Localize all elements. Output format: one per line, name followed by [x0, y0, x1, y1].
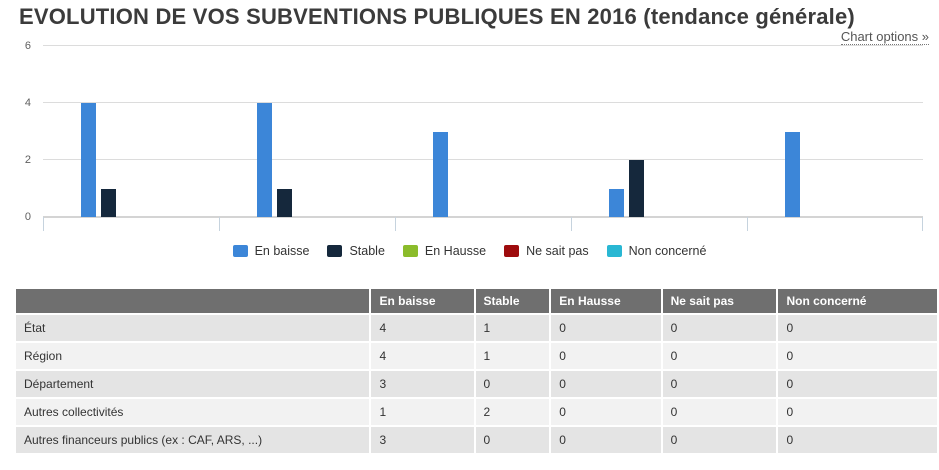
page-title: EVOLUTION DE VOS SUBVENTIONS PUBLIQUES E… [19, 4, 855, 29]
row-label: Autres financeurs publics (ex : CAF, ARS… [16, 427, 370, 453]
cell-value: 0 [778, 315, 937, 341]
legend-swatch-en-hausse [402, 245, 418, 257]
cell-value: 1 [371, 399, 474, 425]
row-label: État [16, 315, 370, 341]
row-label: Département [16, 371, 370, 397]
table-row-de-partement: Département 3 0 0 0 0 [16, 371, 937, 397]
cell-value: 0 [551, 343, 661, 369]
bar-group-autres-collectivite-s [571, 46, 747, 217]
cell-value: 4 [371, 343, 474, 369]
bar-stable [629, 160, 644, 217]
bar-stable [277, 188, 292, 217]
legend-swatch-non-concerne [606, 245, 622, 257]
legend-label: En baisse [254, 244, 310, 258]
bar-group-de-partement [395, 46, 571, 217]
row-label: Région [16, 343, 370, 369]
chart-plot-area: 0 2 4 6 [25, 40, 923, 231]
legend-item-en-baisse[interactable]: En baisse [232, 244, 310, 258]
cell-value: 0 [475, 427, 550, 453]
x-axis-tick [219, 217, 220, 231]
bar-group-re-gion [219, 46, 395, 217]
results-table: En baisse Stable En Hausse Ne sait pas Non c… [14, 287, 939, 455]
cell-value: 0 [662, 343, 777, 369]
gridline: 0 [25, 211, 923, 223]
legend-swatch-en-baisse [232, 245, 248, 257]
chart-legend: En baisse Stable En Hausse Ne sait pas Non c… [0, 244, 939, 258]
cell-value: 0 [551, 371, 661, 397]
y-axis-label: 4 [24, 96, 31, 109]
table-row-autres-collectivite-s: Autres collectivités 1 2 0 0 0 [16, 399, 937, 425]
bar-en-baisse [81, 103, 96, 217]
table-row-autres-financeurs-publics-ex-caf-ars: Autres financeurs publics (ex : CAF, ARS… [16, 427, 937, 453]
cell-value: 3 [371, 371, 474, 397]
cell-value: 0 [662, 315, 777, 341]
legend-swatch-ne-sait-pas [504, 245, 520, 257]
cell-value: 0 [551, 427, 661, 453]
cell-value: 0 [551, 399, 661, 425]
cell-value: 0 [662, 399, 777, 425]
bar-en-baisse [785, 131, 800, 217]
bar-stable [101, 188, 116, 217]
cell-value: 0 [662, 371, 777, 397]
legend-item-non-concerne[interactable]: Non concerné [606, 244, 707, 258]
column-header-en-baisse: En baisse [371, 289, 474, 313]
table-header-row: En baisse Stable En Hausse Ne sait pas Non c… [16, 289, 937, 313]
bar-en-baisse [257, 103, 272, 217]
bar-en-baisse [609, 188, 624, 217]
row-label: Autres collectivités [16, 399, 370, 425]
y-axis-label: 2 [24, 153, 31, 166]
table-row-re-gion: Région 4 1 0 0 0 [16, 343, 937, 369]
legend-swatch-stable [327, 245, 343, 257]
legend-label: Ne sait pas [526, 244, 589, 258]
chart-options-link[interactable]: Chart options » [840, 29, 929, 45]
cell-value: 4 [371, 315, 474, 341]
x-axis-tick [571, 217, 572, 231]
cell-value: 1 [475, 343, 550, 369]
legend-label: En Hausse [424, 244, 487, 258]
cell-value: 1 [475, 315, 550, 341]
column-header-empty [16, 289, 370, 313]
bar-chart: 0 2 4 6 En baisse Stable En Hausse Ne sait pas… [0, 40, 939, 258]
cell-value: 0 [551, 315, 661, 341]
legend-label: Non concerné [628, 244, 707, 258]
legend-item-ne-sait-pas[interactable]: Ne sait pas [504, 244, 589, 258]
bar-group-e-tat [43, 46, 219, 217]
x-axis-tick [395, 217, 396, 231]
column-header-en-hausse: En Hausse [551, 289, 661, 313]
cell-value: 0 [778, 371, 937, 397]
x-axis-tick [43, 217, 44, 231]
table-row-e-tat: État 4 1 0 0 0 [16, 315, 937, 341]
column-header-stable: Stable [475, 289, 550, 313]
bar-group-autres-financeurs-publics-ex-caf-ars [747, 46, 923, 217]
legend-item-en-hausse[interactable]: En Hausse [402, 244, 487, 258]
cell-value: 0 [778, 399, 937, 425]
y-axis-label: 6 [24, 39, 31, 52]
column-header-ne-sait-pas: Ne sait pas [662, 289, 777, 313]
cell-value: 0 [475, 371, 550, 397]
gridline: 4 [25, 97, 923, 109]
cell-value: 2 [475, 399, 550, 425]
cell-value: 0 [778, 343, 937, 369]
y-axis-label: 0 [24, 211, 31, 223]
cell-value: 0 [662, 427, 777, 453]
gridline: 6 [25, 40, 923, 52]
cell-value: 3 [371, 427, 474, 453]
x-axis-tick [922, 217, 923, 231]
gridline: 2 [25, 154, 923, 166]
legend-item-stable[interactable]: Stable [327, 244, 385, 258]
legend-label: Stable [349, 244, 385, 258]
column-header-non-concerne: Non concerné [778, 289, 937, 313]
x-axis-tick [747, 217, 748, 231]
bar-en-baisse [433, 131, 448, 217]
cell-value: 0 [778, 427, 937, 453]
